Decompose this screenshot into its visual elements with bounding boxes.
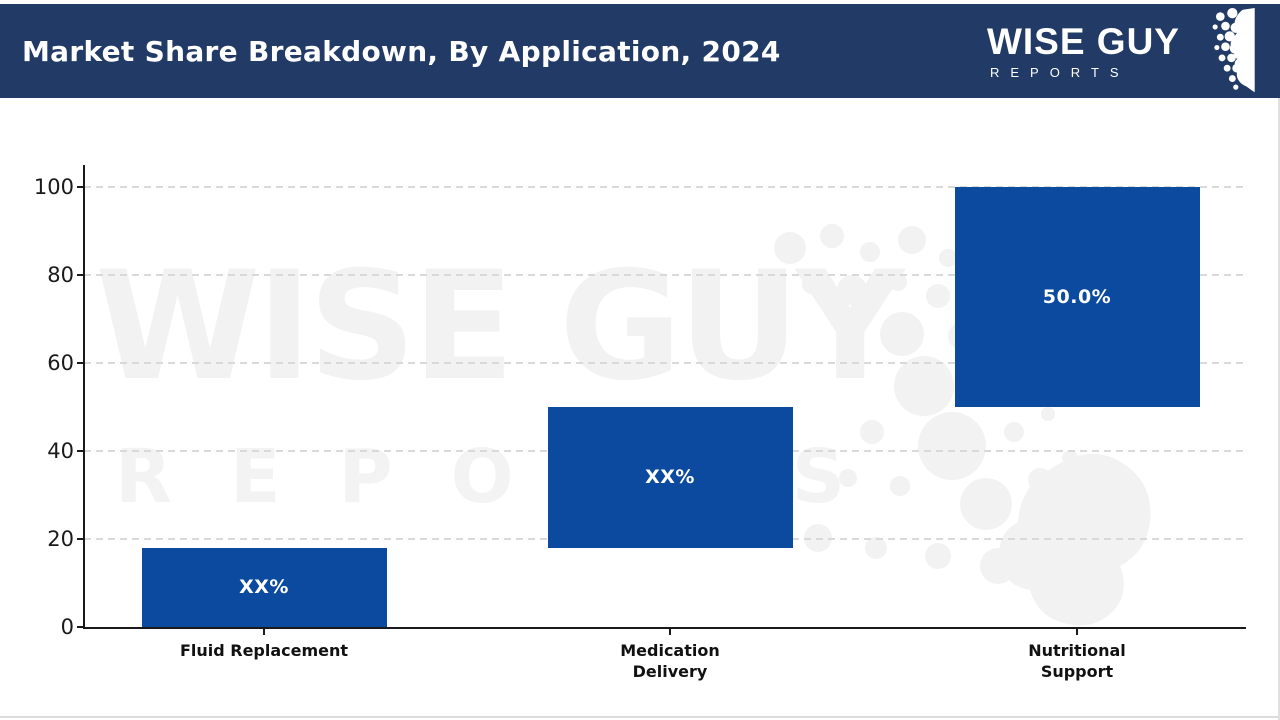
bar-fluid-replacement: XX% (141, 547, 387, 627)
xcat-label-medication-delivery: Medication Delivery (620, 641, 720, 681)
right-border-line (1278, 98, 1280, 720)
xtick-mark-medication-delivery (669, 629, 671, 635)
bar-medication-delivery: XX% (547, 407, 793, 548)
gridline-80 (84, 274, 1246, 276)
ytick-mark-20 (77, 538, 84, 540)
ytick-mark-80 (77, 274, 84, 276)
ytick-label-60: 60 (47, 351, 74, 375)
ytick-mark-0 (77, 626, 84, 628)
bottom-border-line (0, 716, 1280, 718)
header: Market Share Breakdown, By Application, … (0, 4, 1280, 98)
gridline-60 (84, 362, 1246, 364)
bar-nutritional-support: 50.0% (954, 187, 1200, 407)
x-axis-line (83, 627, 1246, 629)
wiseguy-logo: WISE GUY REPORTS (987, 8, 1258, 94)
ytick-label-40: 40 (47, 439, 74, 463)
ytick-mark-40 (77, 450, 84, 452)
bar-label-nutritional-support: 50.0% (1042, 286, 1112, 308)
xcat-label-fluid-replacement: Fluid Replacement (179, 641, 349, 660)
xtick-mark-fluid-replacement (263, 629, 265, 635)
gridline-100 (84, 186, 1246, 188)
watermark-wordmark: WISE GUY (95, 240, 905, 414)
xtick-mark-nutritional-support (1076, 629, 1078, 635)
ytick-mark-60 (77, 362, 84, 364)
ytick-label-80: 80 (47, 263, 74, 287)
bar-label-fluid-replacement: XX% (239, 576, 289, 599)
logo-wordmark: WISE GUY (986, 20, 1180, 62)
y-axis-line (83, 165, 85, 629)
ytick-mark-100 (77, 186, 84, 188)
ytick-label-20: 20 (47, 527, 74, 551)
bar-label-medication-delivery: XX% (645, 466, 695, 489)
wiseguy-face-icon (1212, 8, 1255, 93)
chart-title: Market Share Breakdown, By Application, … (22, 34, 781, 68)
logo-subtext: REPORTS (989, 64, 1130, 80)
ytick-label-100: 100 (33, 175, 74, 199)
xcat-label-nutritional-support: Nutritional Support (1028, 641, 1126, 681)
ytick-label-0: 0 (60, 615, 74, 639)
